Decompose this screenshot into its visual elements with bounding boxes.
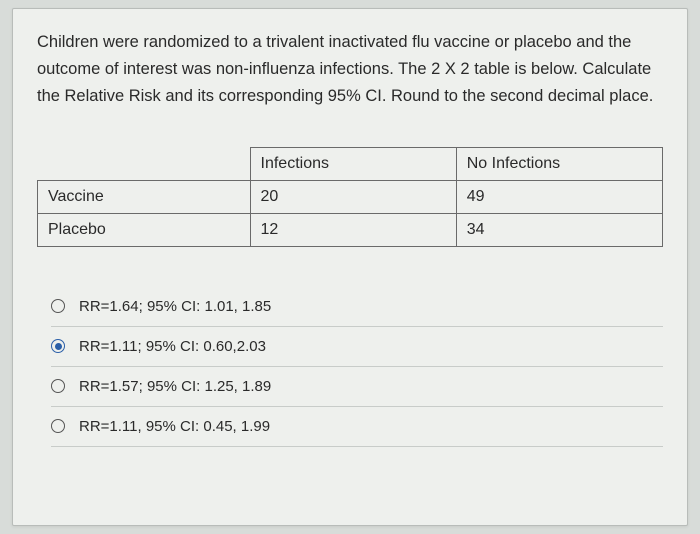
options-group: RR=1.64; 95% CI: 1.01, 1.85 RR=1.11; 95%… (37, 287, 663, 447)
table-row: Placebo 12 34 (38, 213, 663, 246)
table-cell-rowlabel: Vaccine (38, 180, 251, 213)
option-row[interactable]: RR=1.57; 95% CI: 1.25, 1.89 (51, 367, 663, 407)
table-row: Vaccine 20 49 (38, 180, 663, 213)
option-label: RR=1.57; 95% CI: 1.25, 1.89 (79, 378, 271, 395)
table-header-empty (38, 147, 251, 180)
option-label: RR=1.64; 95% CI: 1.01, 1.85 (79, 298, 271, 315)
table-cell: 49 (456, 180, 662, 213)
question-card: Children were randomized to a trivalent … (12, 8, 688, 526)
radio-icon[interactable] (51, 299, 65, 313)
option-row[interactable]: RR=1.11, 95% CI: 0.45, 1.99 (51, 407, 663, 447)
table-header-noinfections: No Infections (456, 147, 662, 180)
question-text: Children were randomized to a trivalent … (37, 29, 663, 111)
table-cell: 12 (250, 213, 456, 246)
radio-icon[interactable] (51, 339, 65, 353)
table-header-row: Infections No Infections (38, 147, 663, 180)
radio-icon[interactable] (51, 379, 65, 393)
table-cell: 34 (456, 213, 662, 246)
table-header-infections: Infections (250, 147, 456, 180)
option-row[interactable]: RR=1.11; 95% CI: 0.60,2.03 (51, 327, 663, 367)
radio-icon[interactable] (51, 419, 65, 433)
table-cell-rowlabel: Placebo (38, 213, 251, 246)
option-label: RR=1.11; 95% CI: 0.60,2.03 (79, 338, 266, 355)
option-row[interactable]: RR=1.64; 95% CI: 1.01, 1.85 (51, 287, 663, 327)
data-table: Infections No Infections Vaccine 20 49 P… (37, 147, 663, 247)
option-label: RR=1.11, 95% CI: 0.45, 1.99 (79, 418, 270, 435)
table-cell: 20 (250, 180, 456, 213)
